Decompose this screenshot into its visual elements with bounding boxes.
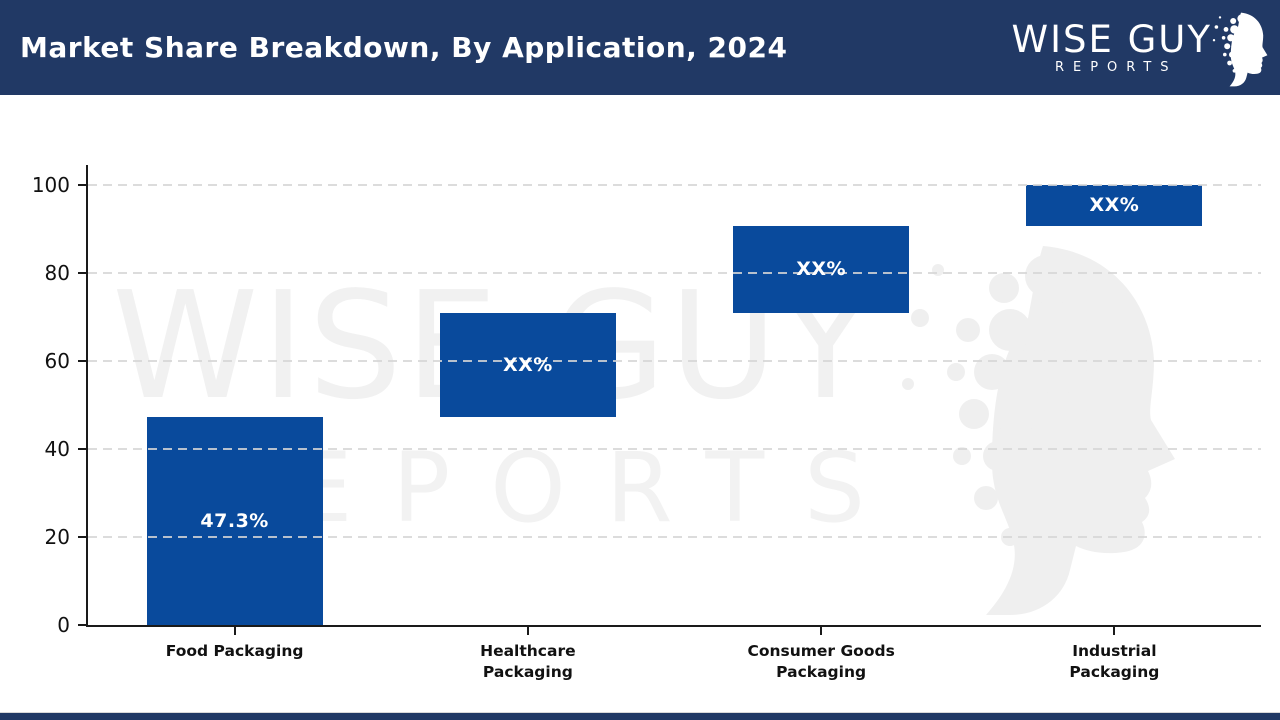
y-axis-tick <box>78 360 87 362</box>
brand-subtitle: REPORTS <box>1054 60 1178 75</box>
y-axis-tick <box>78 272 87 274</box>
bar-value-label: 47.3% <box>200 509 269 532</box>
footer-bar <box>0 712 1280 720</box>
x-axis-tick <box>233 627 236 635</box>
bar-value-label: XX% <box>1089 194 1140 217</box>
y-axis-tick <box>78 184 87 186</box>
gridline-y-80 <box>88 272 1261 274</box>
brand-name: WISE GUY <box>1011 18 1212 61</box>
y-axis-tick-label: 100 <box>31 173 70 197</box>
x-axis-category-label: Industrial Packaging <box>1069 642 1160 681</box>
bar-value-label: XX% <box>502 353 553 376</box>
y-axis-line <box>86 165 88 627</box>
y-axis-tick-label: 60 <box>44 349 70 373</box>
bar-food-packaging <box>146 416 323 625</box>
x-axis-tick <box>820 627 823 635</box>
gridline-y-60 <box>88 360 1261 362</box>
brand-logo-text: WISE GUY REPORTS <box>1012 21 1212 74</box>
y-axis-tick <box>78 536 87 538</box>
chart-plot-area: 47.3% XX% XX% XX% 0 20 40 60 80 100 Food Packaging… <box>32 165 1261 681</box>
x-axis-category-label: Healthcare Packaging <box>480 642 576 681</box>
y-axis-tick-label: 20 <box>44 525 70 549</box>
page-title: Market Share Breakdown, By Application, … <box>20 31 788 64</box>
gridline-y-20 <box>88 536 1261 538</box>
y-axis-tick <box>78 624 87 626</box>
brand-head-icon <box>1212 12 1268 86</box>
bar-healthcare-packaging <box>439 312 616 417</box>
header-bar: Market Share Breakdown, By Application, … <box>0 0 1280 95</box>
y-axis-tick <box>78 448 87 450</box>
brand-logo: WISE GUY REPORTS <box>1012 0 1268 95</box>
y-axis-tick-label: 40 <box>44 437 70 461</box>
bar-value-label: XX% <box>796 258 847 281</box>
y-axis-tick-label: 80 <box>44 261 70 285</box>
x-axis-tick <box>526 627 529 635</box>
x-axis-category-label: Food Packaging <box>165 642 304 660</box>
x-axis-line <box>86 625 1261 627</box>
bar-consumer-goods-packaging <box>733 225 910 313</box>
x-axis-category-label: Consumer Goods Packaging <box>747 642 895 681</box>
bar-industrial-packaging <box>1026 185 1203 226</box>
y-axis-tick-label: 0 <box>57 613 70 637</box>
x-axis-tick <box>1113 627 1116 635</box>
gridline-y-100 <box>88 184 1261 186</box>
gridline-y-40 <box>88 448 1261 450</box>
